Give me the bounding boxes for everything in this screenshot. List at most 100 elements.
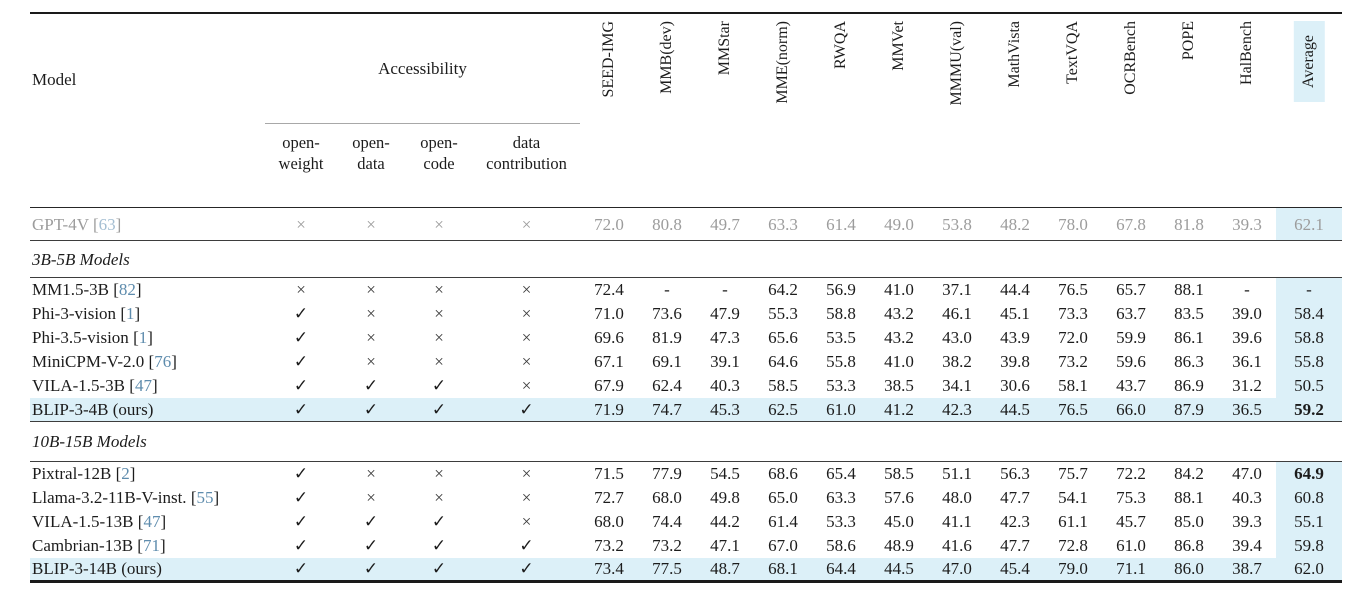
citation-link[interactable]: 1 <box>125 304 135 323</box>
check-icon: ✓ <box>363 559 379 579</box>
citation-link[interactable]: 2 <box>121 464 130 484</box>
column-header-mathvista: MathVista <box>986 13 1044 208</box>
open-weight-mark: ✓ <box>265 302 337 326</box>
check-icon: ✓ <box>293 376 309 395</box>
score-pope: 83.5 <box>1174 304 1204 323</box>
table-row: Pixtral-12B [2] ✓ × × × 71.5 77.9 54.5 68.6 65.4 5… <box>30 461 1342 486</box>
check-icon: ✓ <box>293 328 309 347</box>
score-halbench: 47.0 <box>1232 464 1262 484</box>
rotated-column-label: MMVet <box>889 21 907 71</box>
cross-icon: × <box>366 214 376 234</box>
score-seed-img: 67.9 <box>594 376 624 395</box>
score-mmb-dev: 81.9 <box>652 328 682 347</box>
table-body: GPT-4V [63] × × × × 72.0 80.8 49.7 63.3 61.4 49.0 5… <box>30 207 1342 582</box>
open-code-mark: ✓ <box>405 510 473 534</box>
score-mathvista: 30.6 <box>1000 376 1030 395</box>
column-header-rwqa: RWQA <box>812 13 870 208</box>
score-ocrbench: 43.7 <box>1116 376 1146 395</box>
column-header-open-weight: open-weight <box>265 124 337 208</box>
score-mathvista: 42.3 <box>1000 512 1030 531</box>
score-textvqa: 76.5 <box>1058 280 1088 300</box>
model-name: VILA-1.5-13B [47] <box>32 512 167 531</box>
score-mmmu-val: 43.0 <box>942 328 972 347</box>
model-name: MM1.5-3B [82] <box>32 280 142 300</box>
citation-link[interactable]: 76 <box>154 352 172 371</box>
score-mmstar: 39.1 <box>710 352 740 371</box>
score-mmstar: 47.3 <box>710 328 740 347</box>
check-icon: ✓ <box>363 512 379 531</box>
score-textvqa: 73.2 <box>1058 352 1088 371</box>
score-mmstar: 54.5 <box>710 464 740 484</box>
cross-icon: × <box>521 512 532 531</box>
score-mmstar: 40.3 <box>710 376 740 395</box>
score-ocrbench: 71.1 <box>1102 557 1160 582</box>
cross-icon: × <box>366 280 376 300</box>
score-rwqa: 56.9 <box>826 280 856 300</box>
model-name: Pixtral-12B [2] <box>32 464 136 484</box>
citation-link[interactable]: 1 <box>138 328 148 347</box>
data-contribution-mark: × <box>473 486 580 510</box>
open-weight-mark: ✓ <box>265 326 337 350</box>
score-rwqa: 65.4 <box>826 464 856 484</box>
model-name: MiniCPM-V-2.0 [76] <box>32 352 177 371</box>
open-weight-mark: × <box>265 208 337 241</box>
score-mmmu-val: 37.1 <box>942 280 972 300</box>
table-row: Phi-3-vision [1] ✓ × × × 71.0 73.6 47.9 55.3 58.8… <box>30 301 1342 326</box>
column-header-data-contribution: data contribution <box>473 124 580 208</box>
score-mmvet: 57.6 <box>884 488 914 507</box>
score-mmstar: 47.9 <box>710 304 740 323</box>
cross-icon: × <box>296 214 306 234</box>
score-ocrbench: 75.3 <box>1116 488 1146 507</box>
score-average: 62.1 <box>1276 207 1342 241</box>
table-row: VILA-1.5-3B [47] ✓ ✓ ✓ × 67.9 62.4 40.3 58.5 53.3… <box>30 373 1342 398</box>
score-halbench: 39.3 <box>1232 512 1262 531</box>
check-icon: ✓ <box>293 488 309 507</box>
citation-link[interactable]: 47 <box>134 376 152 395</box>
score-ocrbench: 59.9 <box>1116 328 1146 347</box>
score-mmmu-val: 41.1 <box>942 512 972 531</box>
model-name: VILA-1.5-3B [47] <box>32 376 158 395</box>
score-mathvista: 47.7 <box>1000 488 1030 507</box>
column-header-mmstar: MMStar <box>696 13 754 208</box>
score-mmb-dev: 77.5 <box>638 557 696 582</box>
citation-link[interactable]: 55 <box>196 488 214 507</box>
score-mmstar: 45.3 <box>696 397 754 422</box>
citation-link[interactable]: 63 <box>98 214 116 234</box>
column-header-pope: POPE <box>1160 13 1218 208</box>
benchmark-table: Model Accessibility SEED-IMG MMB(dev) MMSt… <box>30 12 1342 583</box>
open-code-mark: × <box>405 302 473 326</box>
score-ocrbench: 45.7 <box>1116 512 1146 531</box>
open-weight-mark: ✓ <box>265 510 337 534</box>
score-mmvet: 44.5 <box>870 557 928 582</box>
score-mmb-dev: 80.8 <box>652 214 682 234</box>
score-seed-img: 68.0 <box>594 512 624 531</box>
score-mmvet: 38.5 <box>884 376 914 395</box>
table-row: GPT-4V [63] × × × × 72.0 80.8 49.7 63.3 61.4 49.0 5… <box>30 207 1342 241</box>
model-name: Phi-3.5-vision [1] <box>32 328 153 347</box>
section-label: 3B-5B Models <box>32 249 130 269</box>
score-mmmu-val: 47.0 <box>928 557 986 582</box>
score-pope: 88.1 <box>1174 488 1204 507</box>
check-icon: ✓ <box>293 512 309 531</box>
column-header-ocrbench: OCRBench <box>1102 13 1160 208</box>
score-halbench: 31.2 <box>1232 376 1262 395</box>
data-contribution-mark: × <box>473 510 580 534</box>
data-contribution-mark: × <box>473 350 580 374</box>
check-icon: ✓ <box>431 399 447 419</box>
score-seed-img: 72.0 <box>594 214 624 234</box>
score-pope: 86.3 <box>1174 352 1204 371</box>
citation-link[interactable]: 71 <box>142 536 160 555</box>
table-row: BLIP-3-14B (ours) ✓ ✓ ✓ ✓ 73.4 77.5 48.7 68.1 64.… <box>30 557 1342 582</box>
score-mathvista: 44.4 <box>1000 280 1030 300</box>
score-mmb-dev: 74.4 <box>652 512 682 531</box>
cross-icon: × <box>521 464 532 484</box>
score-pope: 86.9 <box>1174 376 1204 395</box>
open-weight-mark: ✓ <box>265 462 337 486</box>
cross-icon: × <box>434 488 444 507</box>
score-rwqa: 63.3 <box>826 488 856 507</box>
rotated-column-label: MathVista <box>1005 21 1023 88</box>
citation-link[interactable]: 47 <box>143 512 161 531</box>
column-header-textvqa: TextVQA <box>1044 13 1102 208</box>
citation-link[interactable]: 82 <box>118 280 136 300</box>
column-header-open-code: open-code <box>405 124 473 208</box>
